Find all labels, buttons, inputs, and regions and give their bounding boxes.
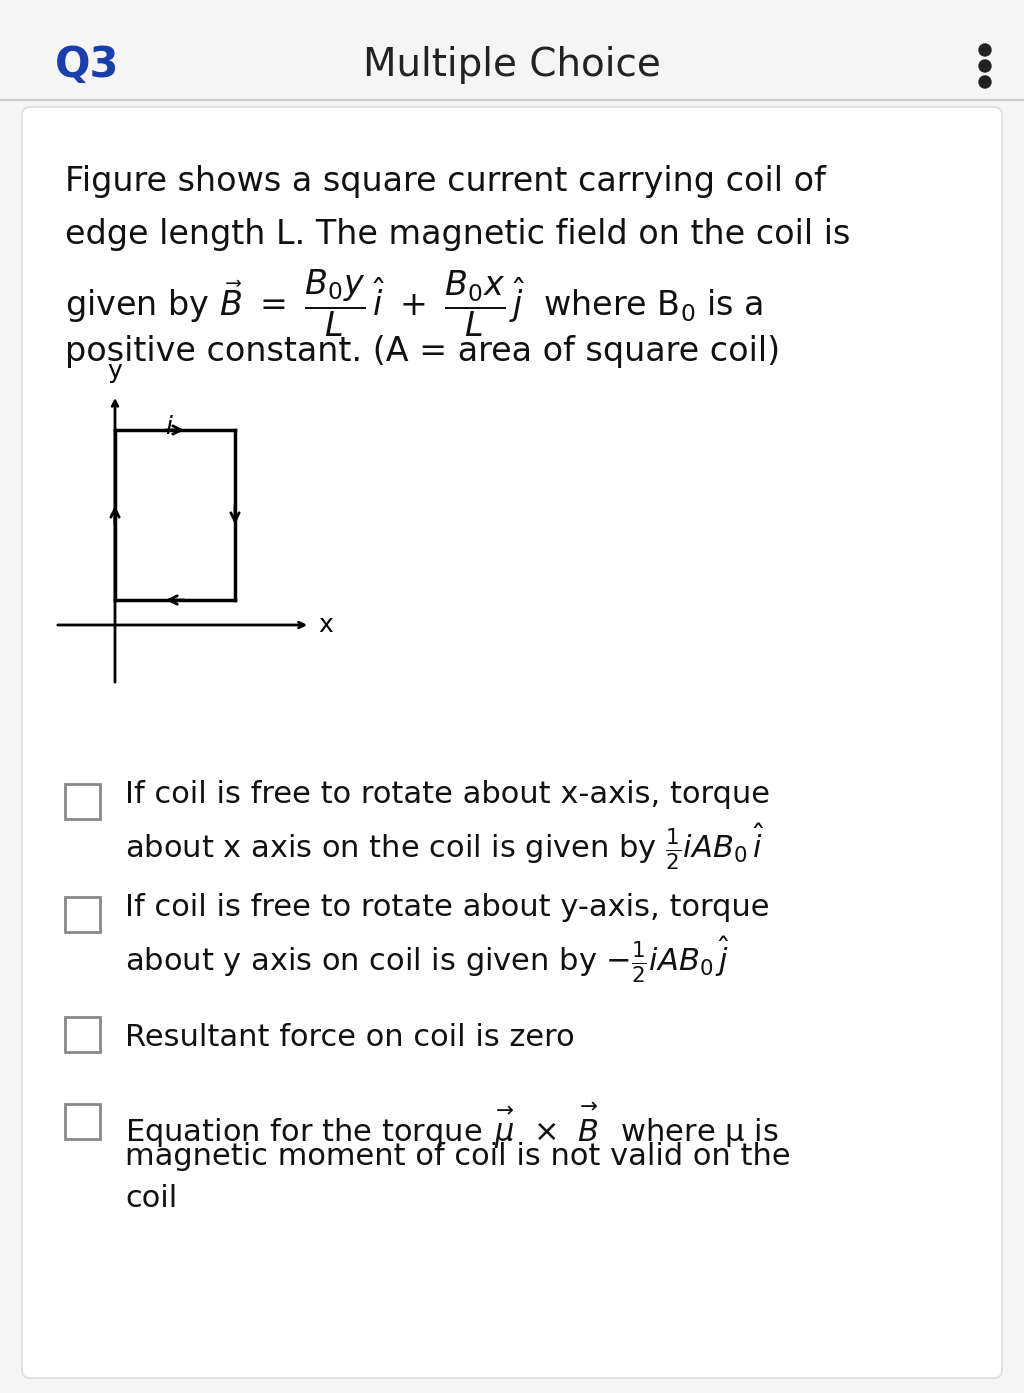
Text: Equation for the torque $\overset{\rightarrow}{\mu}\ \times\ \overset{\rightarro: Equation for the torque $\overset{\right… [125, 1100, 778, 1151]
Text: about y axis on coil is given by $-\frac{1}{2}iAB_0\,\hat{j}$: about y axis on coil is given by $-\frac… [125, 935, 730, 985]
Text: Resultant force on coil is zero: Resultant force on coil is zero [125, 1022, 574, 1052]
FancyBboxPatch shape [22, 107, 1002, 1378]
Text: Figure shows a square current carrying coil of: Figure shows a square current carrying c… [65, 164, 826, 198]
Text: Multiple Choice: Multiple Choice [364, 46, 660, 84]
Text: given by $\vec{B}\ =\ \dfrac{B_0 y}{L}\,\hat{i}\ +\ \dfrac{B_0 x}{L}\,\hat{j}$  : given by $\vec{B}\ =\ \dfrac{B_0 y}{L}\,… [65, 267, 763, 340]
Bar [65, 897, 100, 932]
Text: positive constant. (A = area of square coil): positive constant. (A = area of square c… [65, 334, 780, 368]
Bar [65, 784, 100, 819]
Text: If coil is free to rotate about x-axis, torque: If coil is free to rotate about x-axis, … [125, 780, 770, 809]
Text: edge length L. The magnetic field on the coil is: edge length L. The magnetic field on the… [65, 217, 850, 251]
Text: magnetic moment of coil is not valid on the: magnetic moment of coil is not valid on … [125, 1142, 791, 1172]
Text: x: x [318, 613, 333, 637]
Text: If coil is free to rotate about y-axis, torque: If coil is free to rotate about y-axis, … [125, 893, 769, 922]
Circle shape [979, 45, 991, 56]
Circle shape [979, 60, 991, 72]
Text: i: i [165, 415, 172, 439]
Bar [65, 1105, 100, 1139]
Bar [65, 1017, 100, 1052]
Circle shape [979, 77, 991, 88]
Text: about x axis on the coil is given by $\frac{1}{2}iAB_0\,\hat{i}$: about x axis on the coil is given by $\f… [125, 822, 764, 872]
Text: coil: coil [125, 1184, 177, 1213]
Text: y: y [108, 359, 123, 383]
Text: Q3: Q3 [55, 45, 120, 86]
